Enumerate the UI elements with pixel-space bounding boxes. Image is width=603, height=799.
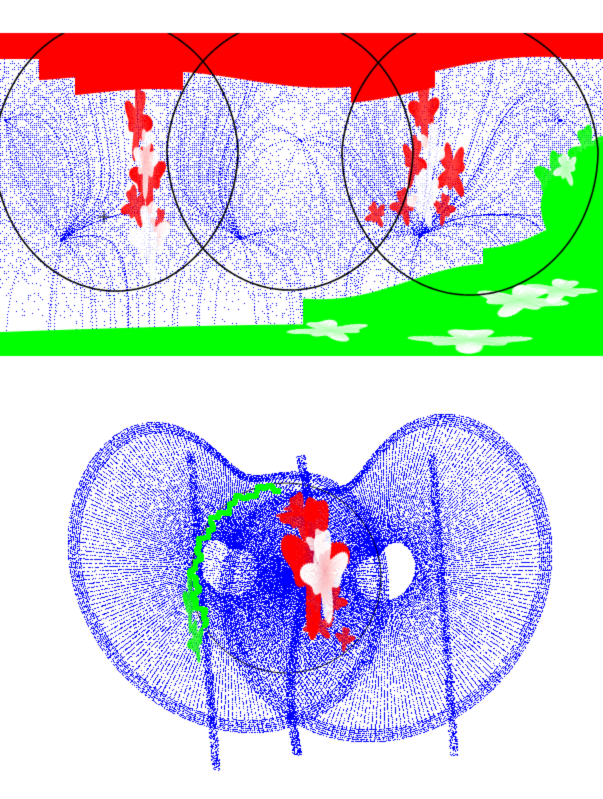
shell-panel [0,380,603,799]
map-panel-canvas [0,0,603,380]
shell-panel-canvas [0,380,603,799]
map-panel [0,0,603,380]
